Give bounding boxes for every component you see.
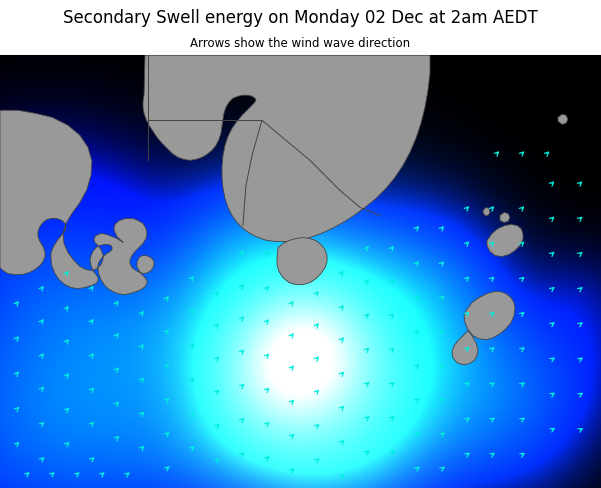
Polygon shape (0, 110, 154, 295)
Polygon shape (558, 114, 568, 124)
Polygon shape (487, 224, 523, 257)
Polygon shape (452, 331, 478, 365)
Polygon shape (277, 238, 327, 285)
Text: Secondary Swell energy on Monday 02 Dec at 2am AEDT: Secondary Swell energy on Monday 02 Dec … (63, 9, 538, 27)
Polygon shape (483, 207, 490, 216)
Text: Arrows show the wind wave direction: Arrows show the wind wave direction (191, 37, 410, 49)
Polygon shape (143, 55, 430, 242)
Polygon shape (464, 292, 515, 340)
Polygon shape (500, 212, 510, 223)
